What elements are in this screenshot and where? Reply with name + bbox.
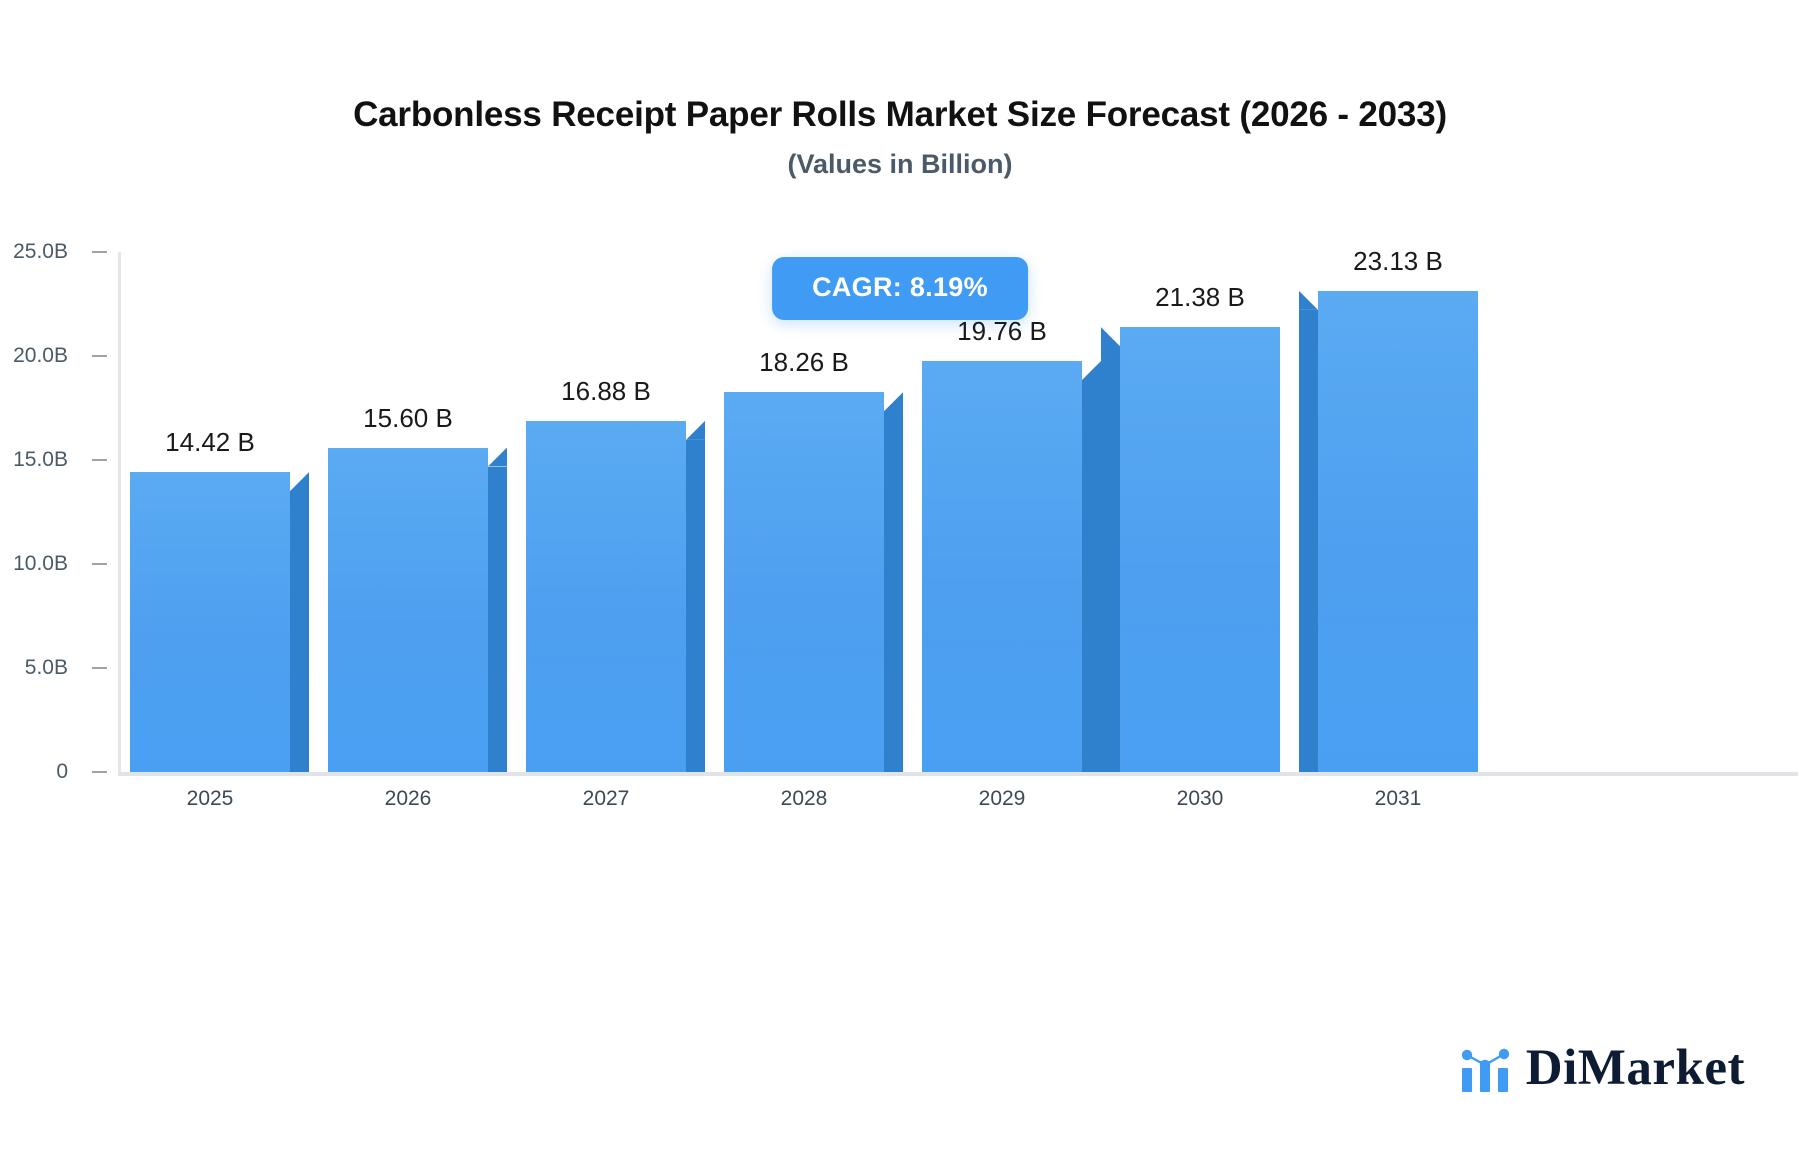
y-axis-tick-label: 5.0B [24,656,68,679]
brand-logo: DiMarket [1460,1043,1745,1094]
bar[interactable]: 18.26 B [724,347,903,772]
bar-value-label: 15.60 B [363,402,453,433]
bar-side-face [488,466,507,772]
bar[interactable]: 23.13 B [1299,246,1478,772]
bar-front-face [526,420,686,772]
y-axis-tick-label: 10.0B [13,552,68,575]
bar-top-bevel [290,472,309,492]
bar-front-face [130,472,290,772]
bar-value-label: 18.26 B [759,347,849,378]
y-axis-tick-label: 15.0B [13,448,68,471]
bar-value-label: 14.42 B [165,427,255,458]
y-axis-tick-mark [92,355,107,357]
y-axis-tick-label: 0 [56,760,68,783]
x-axis-line [118,772,1798,776]
x-axis-tick-label: 2029 [978,787,1026,810]
page-title: Carbonless Receipt Paper Rolls Market Si… [353,95,1447,134]
bar-front-face [922,360,1082,772]
bar-side-face [290,491,309,772]
cagr-badge: CAGR: 8.19% [772,257,1028,320]
bar-side-face [1101,346,1120,772]
y-axis-tick-mark [92,563,107,565]
bar[interactable]: 16.88 B [526,376,705,772]
y-axis-tick-label: 25.0B [13,240,68,263]
brand-name: DiMarket [1525,1040,1745,1096]
bar-side-face [1082,379,1101,772]
bar-top-bevel [1101,327,1120,347]
y-axis-tick-mark [92,251,107,253]
y-axis-line [118,252,121,774]
bar-side-face [686,439,705,772]
x-axis-tick-label: 2025 [186,787,234,810]
x-axis-tick-label: 2026 [384,787,432,810]
bar-value-label: 19.76 B [957,315,1047,346]
bar-front-face [724,392,884,772]
bar-front-face [1120,327,1280,772]
bar-side-face [884,411,903,772]
x-axis-tick-label: 2031 [1374,787,1422,810]
y-axis-tick-mark [92,459,107,461]
bar-top-bevel [488,447,507,467]
title-block: Carbonless Receipt Paper Rolls Market Si… [0,95,1800,180]
y-axis-tick-label: 20.0B [13,344,68,367]
bar[interactable]: 15.60 B [328,403,507,772]
y-axis-tick-mark [92,771,107,773]
x-axis-tick-label: 2028 [780,787,828,810]
bar-top-bevel [1299,290,1318,310]
bar-front-face [328,447,488,772]
bar-value-label: 23.13 B [1353,245,1443,276]
bar-chart-trend-icon [1461,1048,1509,1092]
chart-subtitle: (Values in Billion) [787,148,1013,179]
bar-top-bevel [1082,360,1101,380]
bar-value-label: 21.38 B [1155,282,1245,313]
x-axis-tick-label: 2027 [582,787,630,810]
bar[interactable]: 19.76 B [922,316,1101,772]
bar-top-bevel [884,392,903,412]
bar[interactable]: 21.38 B [1101,282,1280,772]
y-axis-tick-mark [92,667,107,669]
x-axis-tick-label: 2030 [1176,787,1224,810]
bar-value-label: 16.88 B [561,375,651,406]
bar-top-bevel [686,420,705,440]
bar-front-face [1318,290,1478,772]
bar-side-face [1299,309,1318,772]
bar[interactable]: 14.42 B [130,427,309,772]
